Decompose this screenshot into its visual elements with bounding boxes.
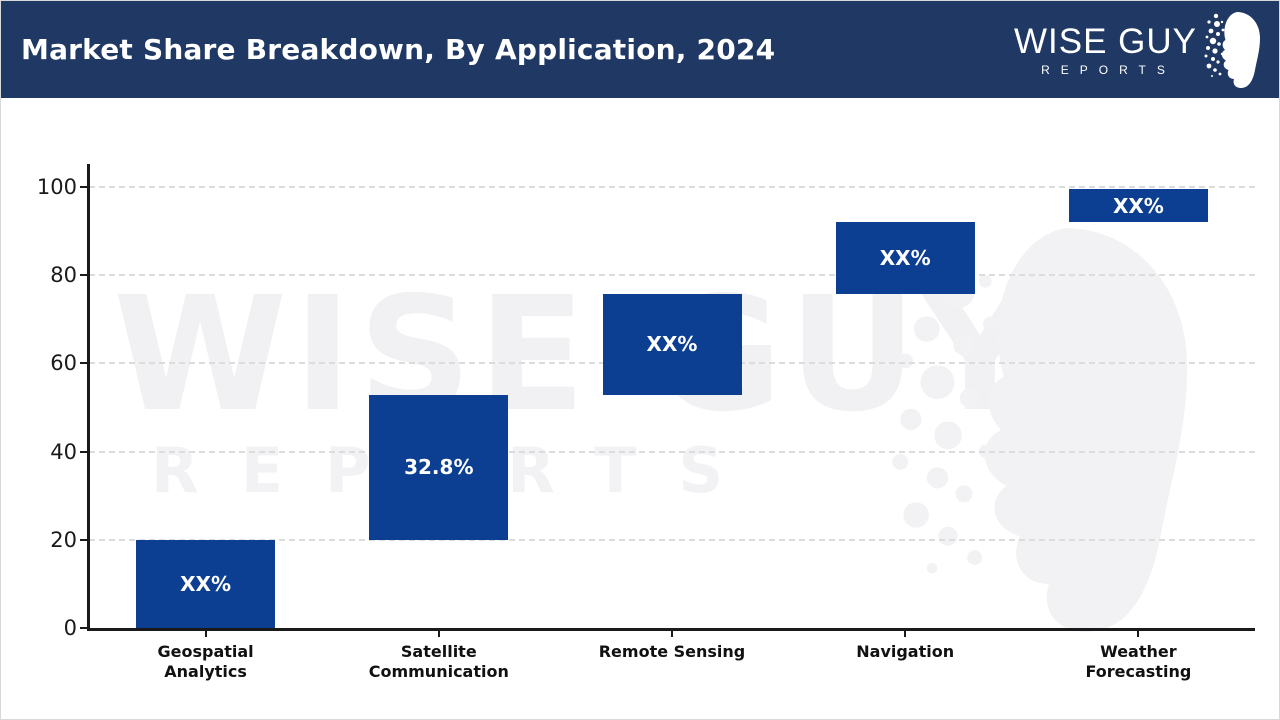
x-axis-tick: [437, 630, 440, 637]
bar-satellite-communication: [369, 395, 509, 540]
y-axis-label: 40: [50, 439, 77, 464]
logo-text: WISE GUY REPORTS: [1013, 21, 1197, 77]
y-axis-label: 0: [63, 616, 77, 640]
category-label-line: Analytics: [164, 662, 247, 681]
x-axis-line: [87, 628, 1255, 631]
y-axis-tick: [80, 538, 89, 541]
category-label: Weather Forecasting: [1028, 642, 1248, 682]
y-axis-label: 80: [50, 263, 77, 288]
y-axis-tick: [80, 450, 89, 453]
category-label-line: Navigation: [856, 642, 955, 661]
category-label: Satellite Communication: [329, 642, 549, 682]
category-label-line: Remote Sensing: [598, 642, 746, 661]
y-axis-tick: [80, 627, 89, 629]
y-axis-label: 20: [50, 527, 77, 552]
y-axis-line: [87, 164, 90, 630]
category-label-line: Satellite: [400, 642, 477, 661]
y-axis-tick: [80, 362, 89, 365]
logo-wordmark: WISE GUY: [1013, 21, 1197, 61]
bar-value-label: XX%: [646, 332, 698, 357]
bar-remote-sensing: [602, 293, 742, 396]
gridline-80: [89, 274, 1255, 277]
bar-value-label: XX%: [1112, 193, 1164, 218]
header-bar: Market Share Breakdown, By Application, …: [1, 1, 1279, 98]
gridline-100: [89, 186, 1255, 188]
logo-subtitle: REPORTS: [1041, 62, 1176, 77]
category-label-line: Geospatial: [157, 642, 254, 661]
category-label: Navigation: [795, 642, 1015, 662]
category-label-line: Forecasting: [1085, 662, 1192, 681]
page-title: Market Share Breakdown, By Application, …: [21, 33, 776, 66]
y-axis-label: 60: [50, 351, 77, 376]
category-label-line: Weather: [1100, 642, 1177, 661]
category-label: Geospatial Analytics: [96, 642, 316, 682]
wise-guy-logo: WISE GUY REPORTS: [1014, 7, 1267, 93]
chart-area: WISE GUY REPORTS 020406080100XX%Geospati…: [1, 98, 1279, 719]
x-axis-tick: [204, 630, 207, 637]
bar-geospatial-analytics: [136, 539, 276, 628]
category-label-line: Communication: [368, 662, 509, 681]
bar-value-label: XX%: [180, 571, 232, 596]
bar-value-label: XX%: [879, 246, 931, 270]
x-axis-tick: [1137, 630, 1140, 637]
category-label: Remote Sensing: [562, 642, 782, 662]
y-axis-label: 100: [36, 175, 77, 199]
x-axis-tick: [671, 630, 673, 637]
gridline-40: [89, 450, 1255, 453]
x-axis-tick: [904, 630, 907, 637]
gridline-20: [89, 538, 1255, 541]
y-axis-tick: [80, 186, 89, 188]
bar-value-label: 32.8%: [404, 455, 474, 480]
y-axis-tick: [80, 274, 89, 277]
bar-weather-forecasting: [1068, 189, 1208, 223]
